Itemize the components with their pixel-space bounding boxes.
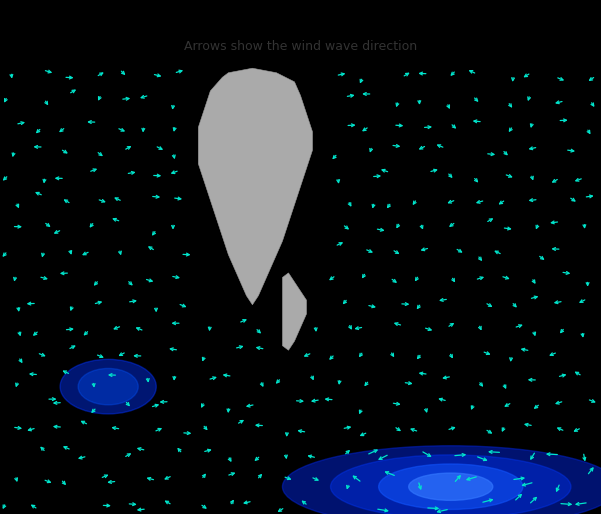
Ellipse shape bbox=[60, 359, 156, 414]
Ellipse shape bbox=[409, 473, 493, 500]
Text: Secondary Swell energy on Sunday 23 Mar at 2am +05: Secondary Swell energy on Sunday 23 Mar … bbox=[53, 11, 548, 26]
Ellipse shape bbox=[282, 446, 601, 514]
Polygon shape bbox=[282, 273, 307, 350]
Polygon shape bbox=[198, 68, 313, 305]
Ellipse shape bbox=[331, 455, 571, 514]
Ellipse shape bbox=[78, 369, 138, 405]
Ellipse shape bbox=[379, 464, 523, 509]
Text: Arrows show the wind wave direction: Arrows show the wind wave direction bbox=[184, 40, 417, 52]
